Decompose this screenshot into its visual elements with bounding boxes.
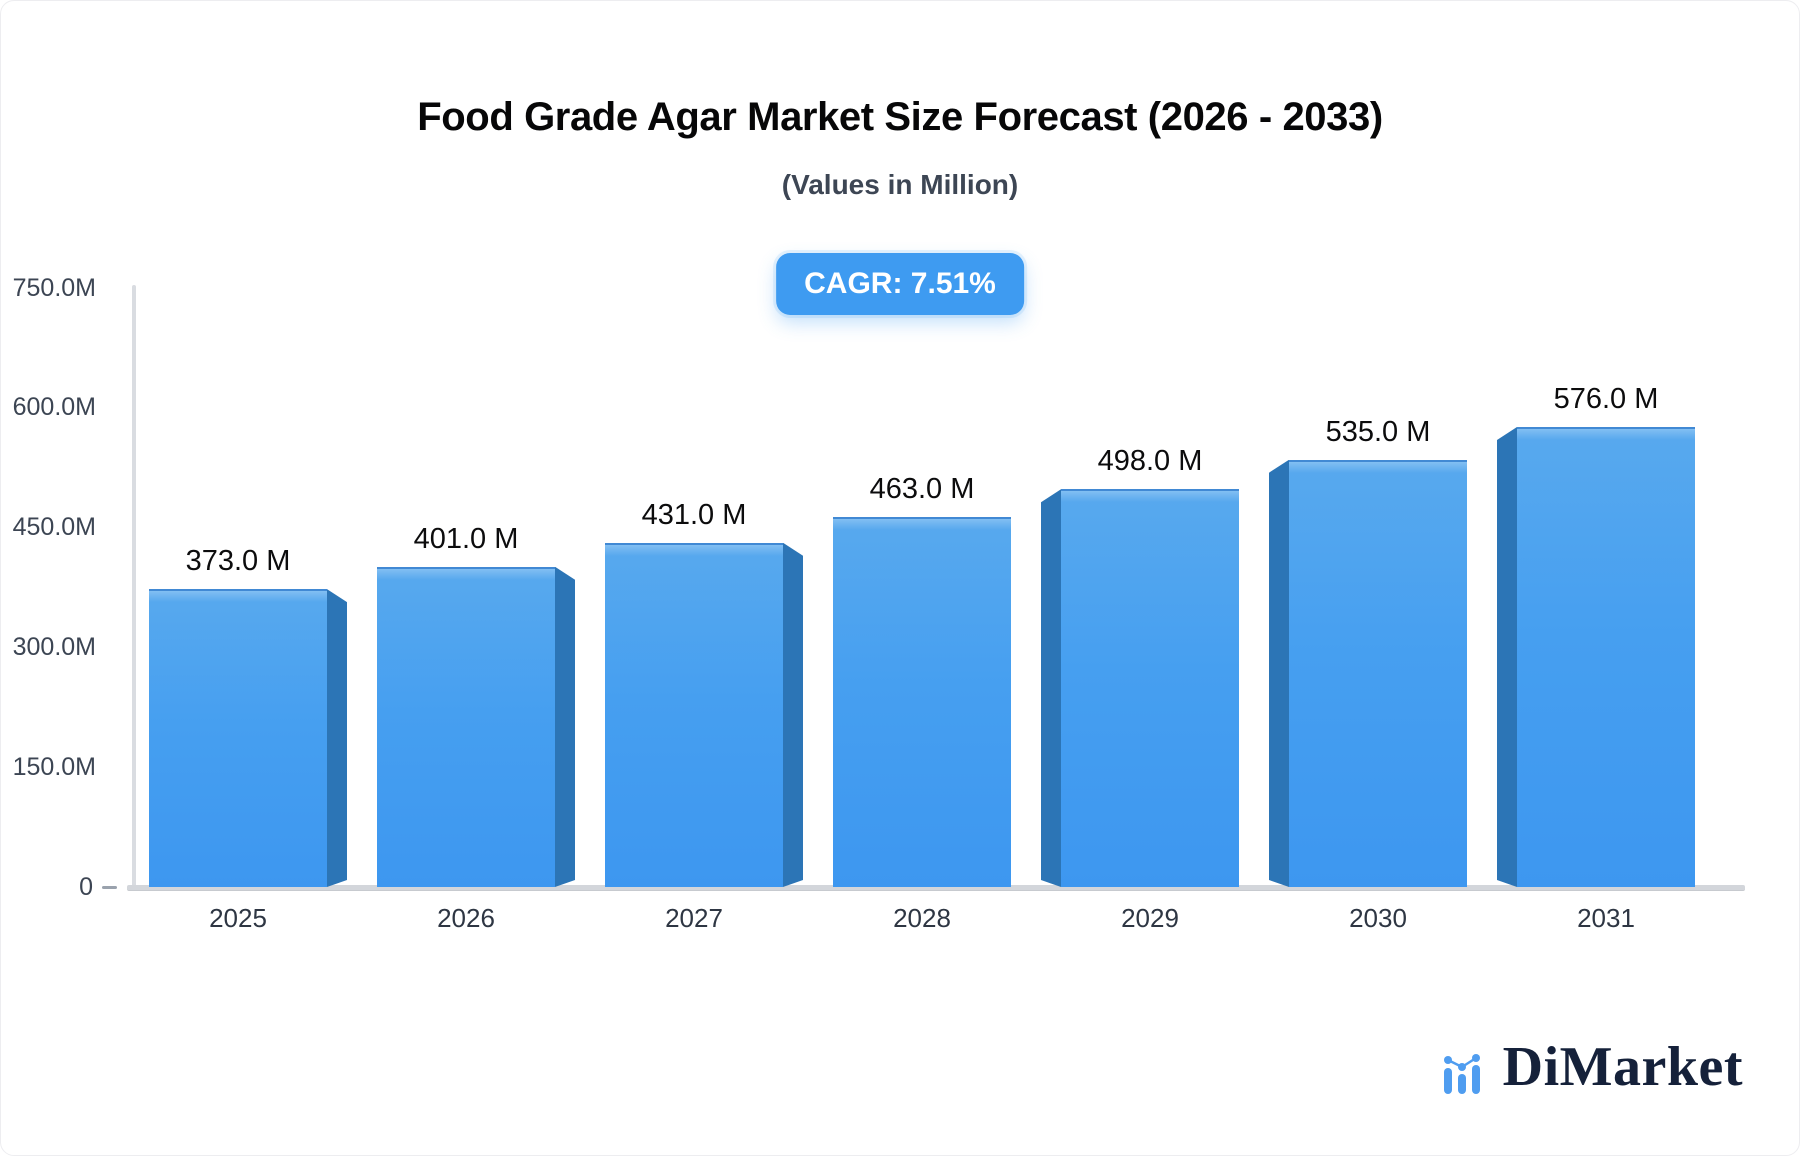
bar-value-label: 431.0 M [641, 498, 747, 531]
cagr-badge: CAGR: 7.51% [776, 253, 1024, 315]
brand-logo-text: DiMarket [1502, 1036, 1743, 1098]
bar-3d-side [1041, 489, 1061, 887]
y-axis-line [132, 285, 136, 889]
bar-3d-side [783, 543, 803, 887]
bar-value-label: 576.0 M [1553, 382, 1659, 415]
bar-2031 [1517, 426, 1695, 887]
x-axis-category-label: 2030 [1349, 903, 1407, 933]
zero-tick-mark [102, 885, 117, 889]
y-axis-tick-label: 150.0M [1, 752, 117, 782]
bar-2028 [833, 517, 1011, 887]
y-axis-tick-label: 450.0M [1, 513, 117, 543]
x-axis-category-label: 2031 [1577, 903, 1635, 933]
bar-2025 [149, 589, 327, 887]
x-axis-category-label: 2026 [437, 903, 495, 933]
y-tick-text: 0 [79, 872, 93, 901]
bar-value-label: 535.0 M [1325, 415, 1431, 448]
bar-3d-side [1269, 460, 1289, 887]
bar-value-label: 373.0 M [185, 545, 291, 578]
chart-title: Food Grade Agar Market Size Forecast (20… [417, 95, 1383, 139]
y-tick-text: 750.0M [12, 273, 96, 302]
bar-2030 [1289, 459, 1467, 887]
y-tick-text: 600.0M [12, 393, 96, 422]
chart-subtitle: (Values in Million) [781, 169, 1019, 200]
y-tick-text: 300.0M [12, 632, 96, 661]
y-axis-tick-label: 300.0M [1, 632, 117, 662]
x-axis-category-label: 2027 [665, 903, 723, 933]
y-axis-tick-label: 0 [1, 872, 117, 902]
y-tick-text: 150.0M [12, 752, 96, 781]
bar-3d-side [555, 567, 575, 887]
bar-2027 [605, 542, 783, 887]
y-axis-tick-label: 600.0M [1, 393, 117, 423]
x-axis-category-label: 2028 [893, 903, 951, 933]
brand-logo: DiMarket [1442, 1039, 1743, 1095]
x-axis-category-label: 2029 [1121, 903, 1179, 933]
x-axis-line [127, 885, 1745, 891]
bar-value-label: 463.0 M [869, 473, 975, 506]
y-axis-tick-label: 750.0M [1, 273, 117, 303]
bar-3d-side [1497, 427, 1517, 887]
x-axis-category-label: 2025 [209, 903, 267, 933]
bar-chart-logo-icon [1443, 1054, 1480, 1094]
bar-3d-side [327, 589, 347, 887]
bar-2029 [1061, 489, 1239, 887]
bar-value-label: 401.0 M [413, 522, 519, 555]
y-tick-text: 450.0M [12, 513, 96, 542]
bar-value-label: 498.0 M [1097, 445, 1203, 478]
bar-2026 [377, 566, 555, 887]
